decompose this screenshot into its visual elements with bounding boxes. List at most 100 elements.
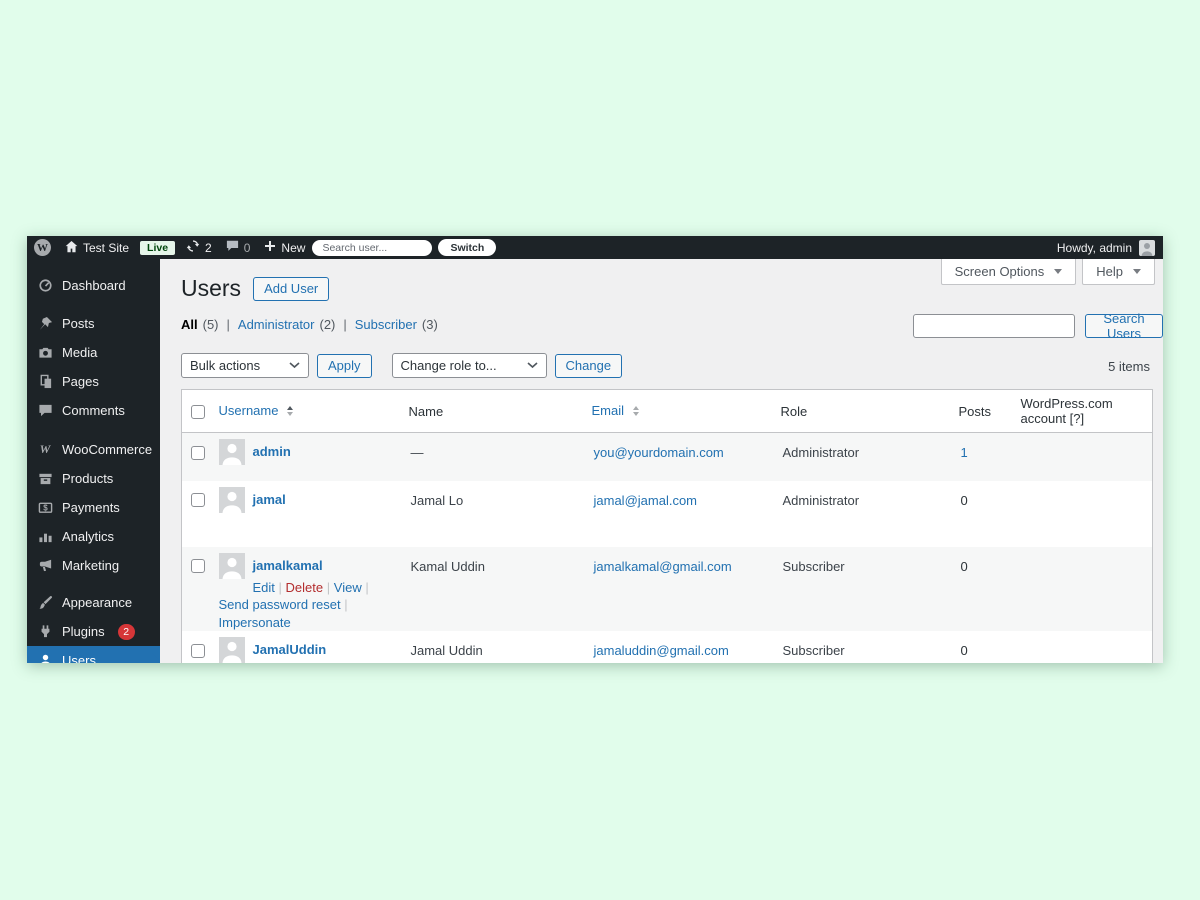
sidebar-item-pages[interactable]: Pages — [27, 367, 160, 396]
view-link[interactable]: View — [333, 579, 362, 595]
wpcom-account-header: WordPress.com account [?] — [1012, 389, 1153, 433]
user-posts[interactable]: 0 — [960, 492, 968, 508]
admin-avatar[interactable] — [1139, 239, 1155, 256]
sidebar-item-woocommerce[interactable]: W WooCommerce — [27, 435, 160, 464]
filter-subscriber[interactable]: Subscriber — [354, 317, 417, 332]
admin-bar-search-input[interactable] — [312, 239, 433, 256]
updates-menu[interactable]: 2 — [179, 236, 219, 259]
wordpress-logo-menu[interactable]: W — [27, 236, 58, 259]
user-row-jamal: jamal Jamal Lo jamal@jamal.com Administr… — [182, 481, 1153, 547]
user-row-jamaluddin: JamalUddin Jamal Uddin jamaluddin@gmail.… — [182, 631, 1153, 663]
sidebar-item-media[interactable]: Media — [27, 338, 160, 367]
username-link[interactable]: jamalkamal — [252, 557, 323, 573]
sidebar-item-appearance[interactable]: Appearance — [27, 588, 160, 617]
separator: | — [343, 317, 347, 332]
sidebar-label: Dashboard — [62, 278, 126, 293]
sidebar-item-posts[interactable]: Posts — [27, 309, 160, 338]
user-posts-link[interactable]: 1 — [960, 445, 968, 460]
change-role-select[interactable]: Change role to... — [391, 353, 547, 378]
edit-link[interactable]: Edit — [252, 579, 275, 595]
switch-button[interactable]: Switch — [438, 239, 497, 256]
delete-link[interactable]: Delete — [285, 579, 324, 595]
username-link[interactable]: admin — [252, 444, 291, 459]
user-email-link[interactable]: jamalkamal@gmail.com — [593, 558, 732, 574]
bar-chart-icon — [37, 529, 53, 544]
apply-button[interactable]: Apply — [317, 353, 372, 378]
user-email-link[interactable]: jamal@jamal.com — [593, 492, 698, 508]
user-name: — — [410, 445, 424, 460]
user-email-link[interactable]: jamaluddin@gmail.com — [593, 643, 729, 659]
help-tab[interactable]: Help — [1082, 259, 1155, 285]
add-user-button[interactable]: Add User — [253, 276, 330, 301]
change-button[interactable]: Change — [554, 353, 623, 378]
sidebar-item-comments[interactable]: Comments — [27, 396, 160, 425]
filter-all[interactable]: All — [181, 317, 198, 332]
username-link[interactable]: JamalUddin — [252, 642, 327, 658]
home-icon — [65, 240, 78, 256]
dashboard-icon — [37, 278, 53, 293]
screen-options-tab[interactable]: Screen Options — [940, 259, 1077, 285]
sidebar-label: Posts — [62, 316, 95, 331]
sidebar-item-marketing[interactable]: Marketing — [27, 551, 160, 580]
updates-icon — [186, 239, 200, 256]
separator: | — [344, 597, 348, 613]
howdy-text[interactable]: Howdy, admin — [1056, 240, 1132, 255]
user-name: Jamal Uddin — [410, 643, 483, 659]
sidebar-item-users[interactable]: Users — [27, 646, 160, 663]
sort-arrows-icon — [632, 403, 639, 419]
separator: | — [326, 579, 331, 595]
new-content-menu[interactable]: New — [257, 236, 312, 259]
user-posts[interactable]: 0 — [960, 558, 968, 574]
sidebar-label: Analytics — [62, 529, 115, 544]
sort-by-email[interactable]: Email — [592, 403, 628, 418]
wordpress-admin-window: W Test Site Live 2 0 New S — [27, 236, 1163, 663]
user-email-link[interactable]: you@yourdomain.com — [593, 445, 724, 460]
user-role: Administrator — [782, 445, 860, 460]
sort-by-username[interactable]: Username — [219, 403, 283, 418]
filter-all-count: (5) — [202, 317, 219, 332]
users-icon — [37, 653, 53, 663]
sidebar-label: Pages — [62, 374, 99, 389]
send-password-reset-link[interactable]: Send password reset — [218, 597, 341, 613]
site-name-menu[interactable]: Test Site — [58, 236, 136, 259]
site-name: Test Site — [83, 240, 130, 255]
megaphone-icon — [37, 558, 53, 573]
paintbrush-icon — [37, 595, 53, 610]
search-users-button[interactable]: Search Users — [1085, 311, 1163, 341]
sidebar-item-products[interactable]: Products — [27, 464, 160, 493]
chevron-down-icon — [289, 362, 300, 369]
comments-count: 0 — [243, 240, 251, 255]
row-actions: Edit | Delete | View | Send password res… — [219, 579, 393, 632]
wordpress-logo-icon: W — [34, 239, 51, 256]
sort-arrows-icon — [287, 403, 294, 419]
avatar — [218, 552, 245, 579]
username-link[interactable]: jamal — [252, 491, 286, 507]
sidebar-item-payments[interactable]: $ Payments — [27, 493, 160, 522]
sidebar-item-dashboard[interactable]: Dashboard — [27, 271, 160, 300]
page-title: Users — [181, 275, 242, 301]
row-checkbox[interactable] — [191, 445, 205, 460]
comment-icon — [37, 403, 53, 418]
row-checkbox[interactable] — [191, 493, 205, 508]
select-all-checkbox[interactable] — [191, 404, 205, 419]
user-posts[interactable]: 0 — [960, 643, 968, 659]
impersonate-link[interactable]: Impersonate — [218, 614, 291, 630]
row-checkbox[interactable] — [191, 643, 205, 658]
user-role-filters: All (5) | Administrator (2) | Subscriber… — [181, 317, 438, 332]
sidebar-item-analytics[interactable]: Analytics — [27, 522, 160, 551]
chevron-down-icon — [526, 362, 538, 369]
comments-menu[interactable]: 0 — [219, 236, 258, 259]
bulk-actions-select[interactable]: Bulk actions — [181, 353, 309, 378]
search-users-input[interactable] — [913, 314, 1075, 338]
chevron-down-icon — [1133, 269, 1141, 278]
sidebar-label: WooCommerce — [62, 442, 153, 457]
username-header: Username — [218, 402, 279, 418]
email-header: Email — [591, 402, 625, 418]
sidebar-item-plugins[interactable]: Plugins 2 — [27, 617, 160, 646]
comment-bubble-icon — [226, 240, 239, 255]
user-role: Administrator — [782, 492, 860, 508]
filter-administrator[interactable]: Administrator — [237, 317, 315, 332]
row-checkbox[interactable] — [191, 559, 205, 574]
updates-count: 2 — [205, 240, 212, 255]
table-header-row: Username Name Email Role Posts WordPress… — [181, 389, 1153, 433]
